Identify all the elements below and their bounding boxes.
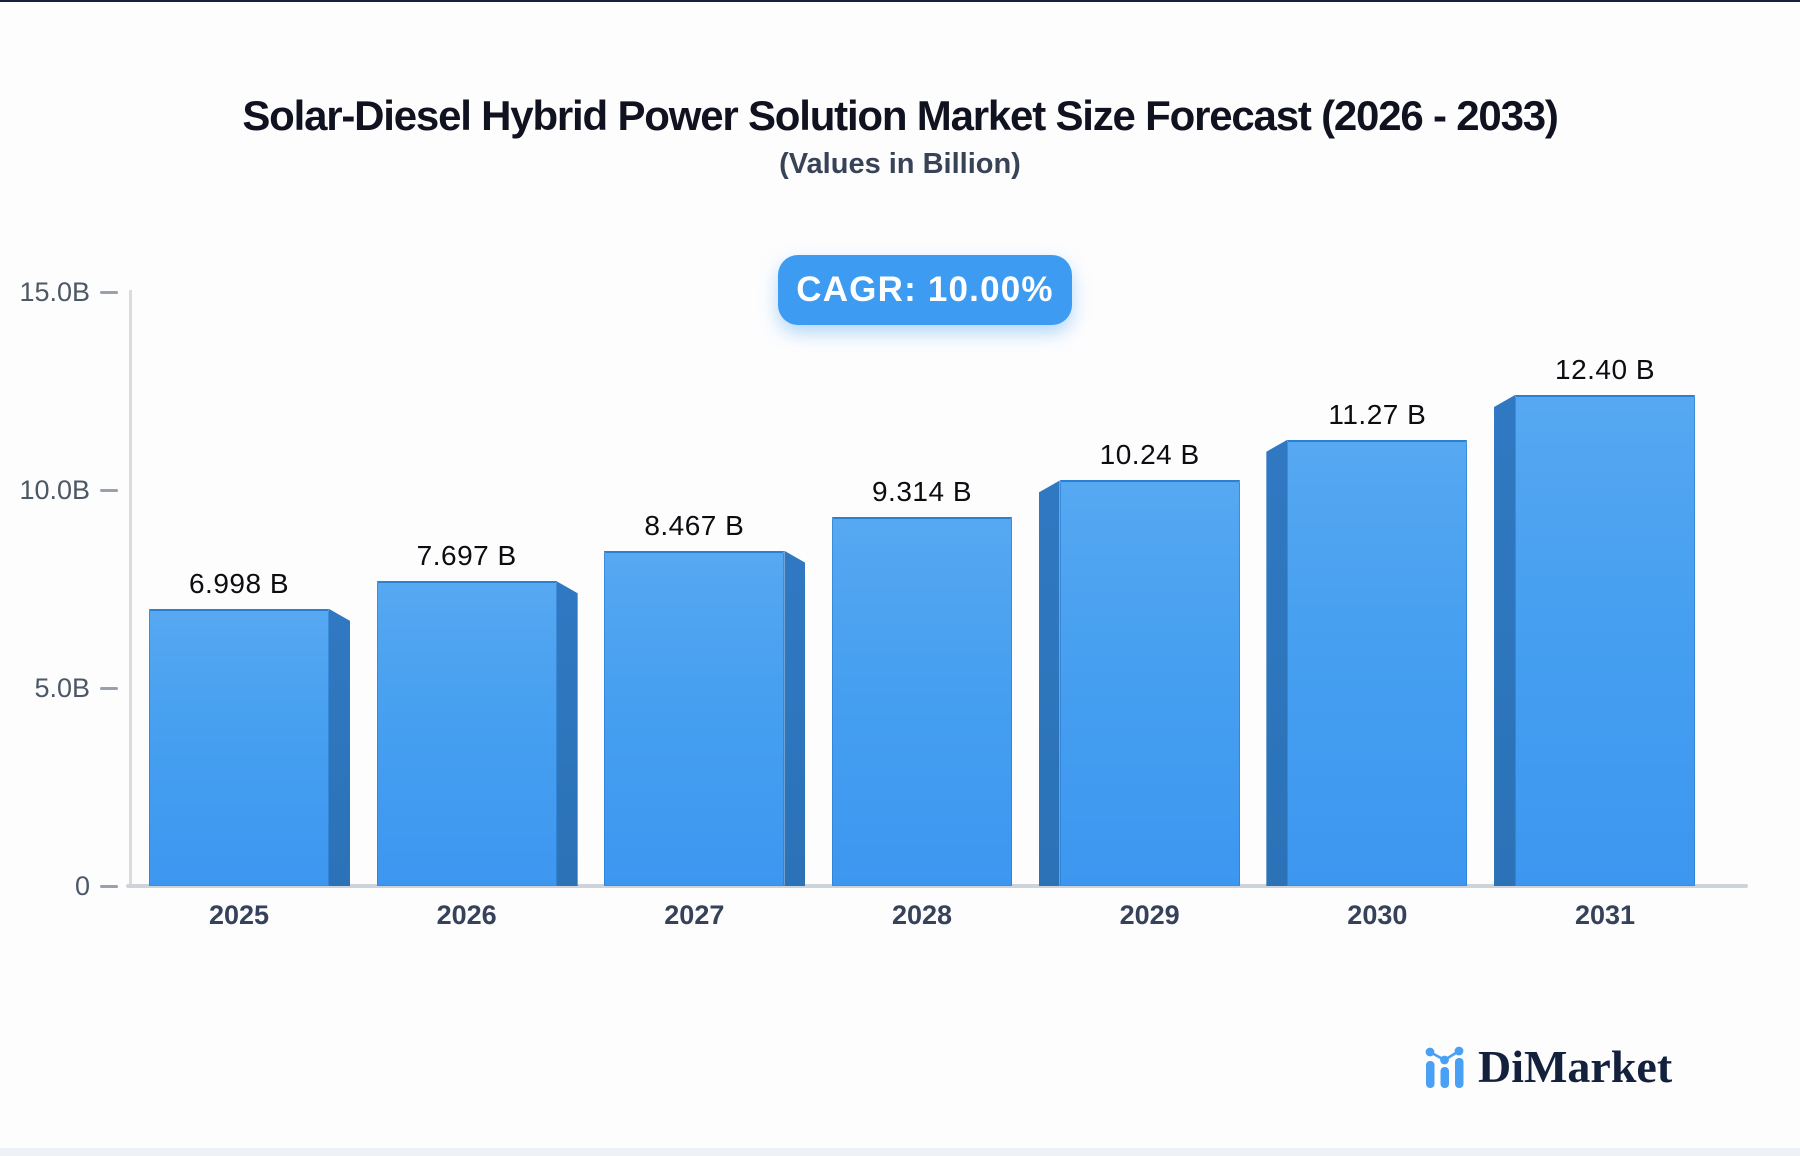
bar-face — [1059, 480, 1240, 886]
bar-2026[interactable]: 7.697 B — [376, 540, 578, 886]
x-axis-label: 2025 — [208, 900, 270, 930]
x-axis-label: 2029 — [1119, 900, 1180, 930]
bar-3d-side — [1038, 480, 1060, 886]
cagr-badge-label: CAGR: 10.00% — [796, 270, 1054, 309]
bar-value-label: 10.24 B — [1099, 439, 1200, 471]
cagr-badge: CAGR: 10.00% — [778, 255, 1072, 325]
bar-face — [149, 608, 329, 886]
bar-3d-side — [556, 581, 578, 886]
x-axis-label: 2027 — [664, 900, 725, 930]
x-axis-label: 2028 — [891, 900, 953, 930]
bar-3d-side — [329, 608, 350, 886]
bar-2031[interactable]: 12.40 B — [1494, 354, 1696, 886]
bar-value-label: 12.40 B — [1555, 353, 1656, 385]
bar-face — [1287, 439, 1468, 886]
bar-value-label: 6.998 B — [188, 567, 290, 599]
y-axis-line — [129, 290, 132, 887]
bottom-strip — [0, 1148, 1800, 1156]
bar-value-label: 8.467 B — [644, 509, 745, 541]
x-axis-line — [126, 884, 1748, 888]
x-axis-label: 2030 — [1347, 900, 1408, 930]
bar-face — [604, 550, 785, 886]
bar-face — [832, 517, 1012, 886]
bar-2029[interactable]: 10.24 B — [1038, 439, 1240, 886]
x-axis-label: 2031 — [1574, 900, 1636, 930]
bar-value-label: 11.27 B — [1328, 398, 1427, 430]
chart-title: Solar-Diesel Hybrid Power Solution Marke… — [242, 92, 1559, 139]
bar-2028[interactable]: 9.314 B — [832, 476, 1012, 886]
bar-2025[interactable]: 6.998 B — [149, 568, 350, 886]
y-axis-tick — [100, 290, 118, 294]
bar-chart-logo-icon — [1425, 1046, 1464, 1088]
bar-value-label: 7.697 B — [416, 540, 517, 572]
y-axis-tick-label: 0 — [74, 871, 90, 901]
bar-3d-side — [1266, 439, 1288, 886]
bar-3d-side — [1494, 394, 1516, 886]
x-axis-label: 2026 — [436, 900, 497, 930]
top-border-line — [0, 0, 1800, 2]
bar-3d-side — [784, 550, 806, 886]
bar-2030[interactable]: 11.27 B — [1266, 399, 1468, 886]
bar-face — [376, 581, 557, 886]
bar-2027[interactable]: 8.467 B — [604, 510, 806, 886]
y-axis-tick — [100, 884, 118, 888]
y-axis-tick-label: 15.0B — [19, 277, 90, 307]
bar-face — [1515, 394, 1696, 886]
bar-value-label: 9.314 B — [871, 476, 973, 508]
y-axis-tick — [100, 488, 118, 492]
brand-logo-text: DiMarket — [1478, 1041, 1673, 1092]
brand-logo: DiMarket — [1424, 1044, 1672, 1090]
chart-subtitle: (Values in Billion) — [779, 148, 1021, 180]
y-axis-tick-label: 5.0B — [34, 673, 90, 703]
y-axis-tick — [100, 686, 118, 690]
y-axis-tick-label: 10.0B — [19, 475, 90, 505]
